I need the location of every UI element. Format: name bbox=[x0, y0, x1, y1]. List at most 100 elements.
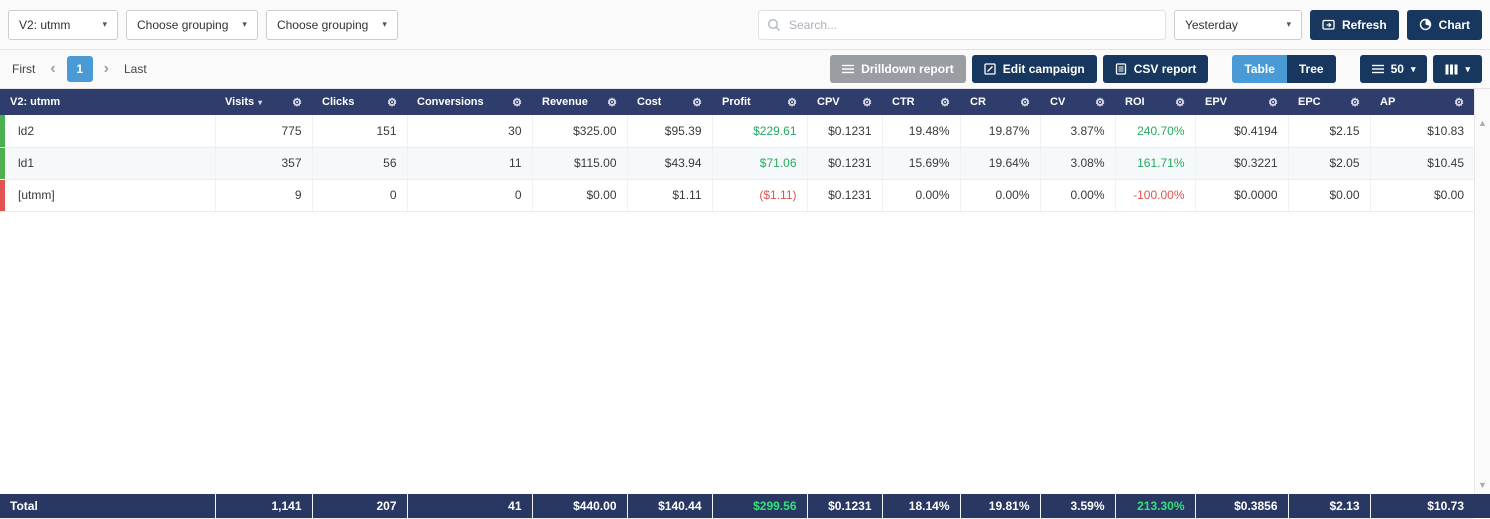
table-view-button[interactable]: Table bbox=[1232, 55, 1287, 83]
column-header[interactable]: CR ⚙ bbox=[960, 89, 1040, 115]
cell: 19.87% bbox=[960, 115, 1041, 148]
refresh-icon bbox=[1322, 19, 1335, 31]
column-settings-icon[interactable]: ⚙ bbox=[692, 96, 702, 109]
csv-report-button[interactable]: CSV report bbox=[1102, 55, 1209, 83]
column-header[interactable]: AP ⚙ bbox=[1370, 89, 1474, 115]
grouping-select-2[interactable]: Choose grouping ▾ bbox=[265, 9, 398, 40]
column-header[interactable]: Revenue ⚙ bbox=[532, 89, 627, 115]
pagination-last[interactable]: Last bbox=[123, 62, 147, 76]
chevron-right-icon[interactable]: › bbox=[103, 60, 109, 77]
cell: 15.69% bbox=[882, 147, 961, 180]
column-header[interactable]: Cost ⚙ bbox=[627, 89, 712, 115]
column-header[interactable]: CPV ⚙ bbox=[807, 89, 882, 115]
column-settings-icon[interactable]: ⚙ bbox=[1095, 96, 1105, 109]
column-settings-icon[interactable]: ⚙ bbox=[1175, 96, 1185, 109]
pagination-page-1[interactable]: 1 bbox=[66, 56, 93, 82]
total-row: Total 1,141 207 41 $440.00 $140.44 $299.56 $0.… bbox=[0, 494, 1474, 519]
cell: $325.00 bbox=[532, 115, 628, 148]
column-settings-icon[interactable]: ⚙ bbox=[940, 96, 950, 109]
table-row[interactable]: [utmm] 9 0 0 $0.00 $1.11 ($1.11) $0.1231 0.00% 0.… bbox=[0, 179, 1474, 212]
chevron-left-icon[interactable]: ‹ bbox=[50, 60, 56, 77]
column-header-label: Conversions bbox=[417, 96, 484, 108]
table-row[interactable]: ld2 775 151 30 $325.00 $95.39 $229.61 $0.1231 19… bbox=[0, 115, 1474, 148]
pagination-first[interactable]: First bbox=[12, 62, 36, 76]
status-indicator bbox=[0, 115, 5, 147]
cell: 3.08% bbox=[1040, 147, 1116, 180]
column-settings-icon[interactable]: ⚙ bbox=[1454, 96, 1464, 109]
table-row[interactable]: ld1 357 56 11 $115.00 $43.94 $71.06 $0.1231 15.6… bbox=[0, 147, 1474, 180]
column-header-label: Visits bbox=[225, 96, 255, 108]
column-header[interactable]: Visits ▾ ⚙ bbox=[215, 89, 312, 115]
date-range-select[interactable]: Yesterday ▾ bbox=[1173, 9, 1302, 40]
column-settings-icon[interactable]: ⚙ bbox=[1020, 96, 1030, 109]
column-header[interactable]: Profit ⚙ bbox=[712, 89, 807, 115]
cell: $43.94 bbox=[627, 147, 713, 180]
column-header-label: EPC bbox=[1298, 96, 1321, 108]
total-cell: $440.00 bbox=[532, 494, 628, 519]
column-header-label: EPV bbox=[1205, 96, 1228, 108]
cell: $0.4194 bbox=[1195, 115, 1289, 148]
row-label: [utmm] bbox=[18, 188, 55, 202]
cell: 11 bbox=[407, 147, 533, 180]
column-header-label: V2: utmm bbox=[10, 96, 61, 108]
page-size-select[interactable]: 50 ▾ bbox=[1359, 55, 1428, 83]
cell: $95.39 bbox=[627, 115, 713, 148]
edit-campaign-label: Edit campaign bbox=[1002, 62, 1085, 76]
sort-desc-icon: ▾ bbox=[258, 97, 263, 107]
report-controls-bar: First ‹ 1 › Last Drilldown report Edit c… bbox=[0, 50, 1490, 89]
column-header[interactable]: Conversions ⚙ bbox=[407, 89, 532, 115]
vertical-scrollbar[interactable]: ▲ ▼ bbox=[1474, 89, 1490, 494]
row-name-cell: ld2 bbox=[0, 115, 216, 148]
cell: $0.00 bbox=[532, 179, 628, 212]
column-settings-icon[interactable]: ⚙ bbox=[1268, 96, 1278, 109]
column-settings-icon[interactable]: ⚙ bbox=[387, 96, 397, 109]
total-cell: 19.81% bbox=[960, 494, 1041, 519]
column-settings-icon[interactable]: ⚙ bbox=[607, 96, 617, 109]
cell: $229.61 bbox=[712, 115, 808, 148]
column-header[interactable]: EPC ⚙ bbox=[1288, 89, 1370, 115]
drilldown-report-button[interactable]: Drilldown report bbox=[830, 55, 966, 83]
pie-chart-icon bbox=[1419, 18, 1432, 31]
refresh-button[interactable]: Refresh bbox=[1309, 9, 1399, 40]
cell: $2.05 bbox=[1288, 147, 1371, 180]
column-header-label: Profit bbox=[722, 96, 751, 108]
column-header[interactable]: CTR ⚙ bbox=[882, 89, 960, 115]
column-header-label: ROI bbox=[1125, 96, 1145, 108]
csv-file-icon bbox=[1115, 63, 1127, 75]
column-settings-icon[interactable]: ⚙ bbox=[1350, 96, 1360, 109]
column-settings-icon[interactable]: ⚙ bbox=[862, 96, 872, 109]
campaign-select-value: V2: utmm bbox=[19, 17, 71, 32]
search-icon bbox=[767, 18, 781, 32]
column-settings-icon[interactable]: ⚙ bbox=[787, 96, 797, 109]
column-header[interactable]: Clicks ⚙ bbox=[312, 89, 407, 115]
column-settings-icon[interactable]: ⚙ bbox=[512, 96, 522, 109]
edit-campaign-button[interactable]: Edit campaign bbox=[971, 55, 1097, 83]
columns-select-button[interactable]: ▾ bbox=[1433, 55, 1482, 83]
refresh-label: Refresh bbox=[1341, 17, 1387, 32]
grouping-select-2-value: Choose grouping bbox=[276, 17, 369, 32]
tree-view-button[interactable]: Tree bbox=[1286, 55, 1336, 83]
chart-button[interactable]: Chart bbox=[1406, 9, 1482, 40]
cell: $2.15 bbox=[1288, 115, 1371, 148]
column-header[interactable]: CV ⚙ bbox=[1040, 89, 1115, 115]
total-cell: 213.30% bbox=[1115, 494, 1196, 519]
rows-icon bbox=[1371, 64, 1384, 74]
cell: 0 bbox=[407, 179, 533, 212]
total-cell: $0.1231 bbox=[807, 494, 883, 519]
column-header[interactable]: EPV ⚙ bbox=[1195, 89, 1288, 115]
campaign-select[interactable]: V2: utmm ▾ bbox=[8, 9, 118, 40]
scroll-down-icon[interactable]: ▼ bbox=[1478, 480, 1487, 490]
grouping-select-1[interactable]: Choose grouping ▾ bbox=[126, 9, 258, 40]
cell: 0.00% bbox=[882, 179, 961, 212]
scroll-up-icon[interactable]: ▲ bbox=[1478, 118, 1487, 128]
chevron-down-icon: ▾ bbox=[1286, 19, 1291, 29]
drilldown-report-label: Drilldown report bbox=[861, 62, 954, 76]
search-input[interactable] bbox=[786, 16, 1157, 33]
cell: 151 bbox=[312, 115, 408, 148]
top-toolbar: V2: utmm ▾ Choose grouping ▾ Choose grou… bbox=[0, 0, 1490, 50]
column-settings-icon[interactable]: ⚙ bbox=[292, 96, 302, 109]
column-header[interactable]: V2: utmm bbox=[0, 89, 215, 115]
column-header[interactable]: ROI ⚙ bbox=[1115, 89, 1195, 115]
status-indicator bbox=[0, 147, 5, 179]
